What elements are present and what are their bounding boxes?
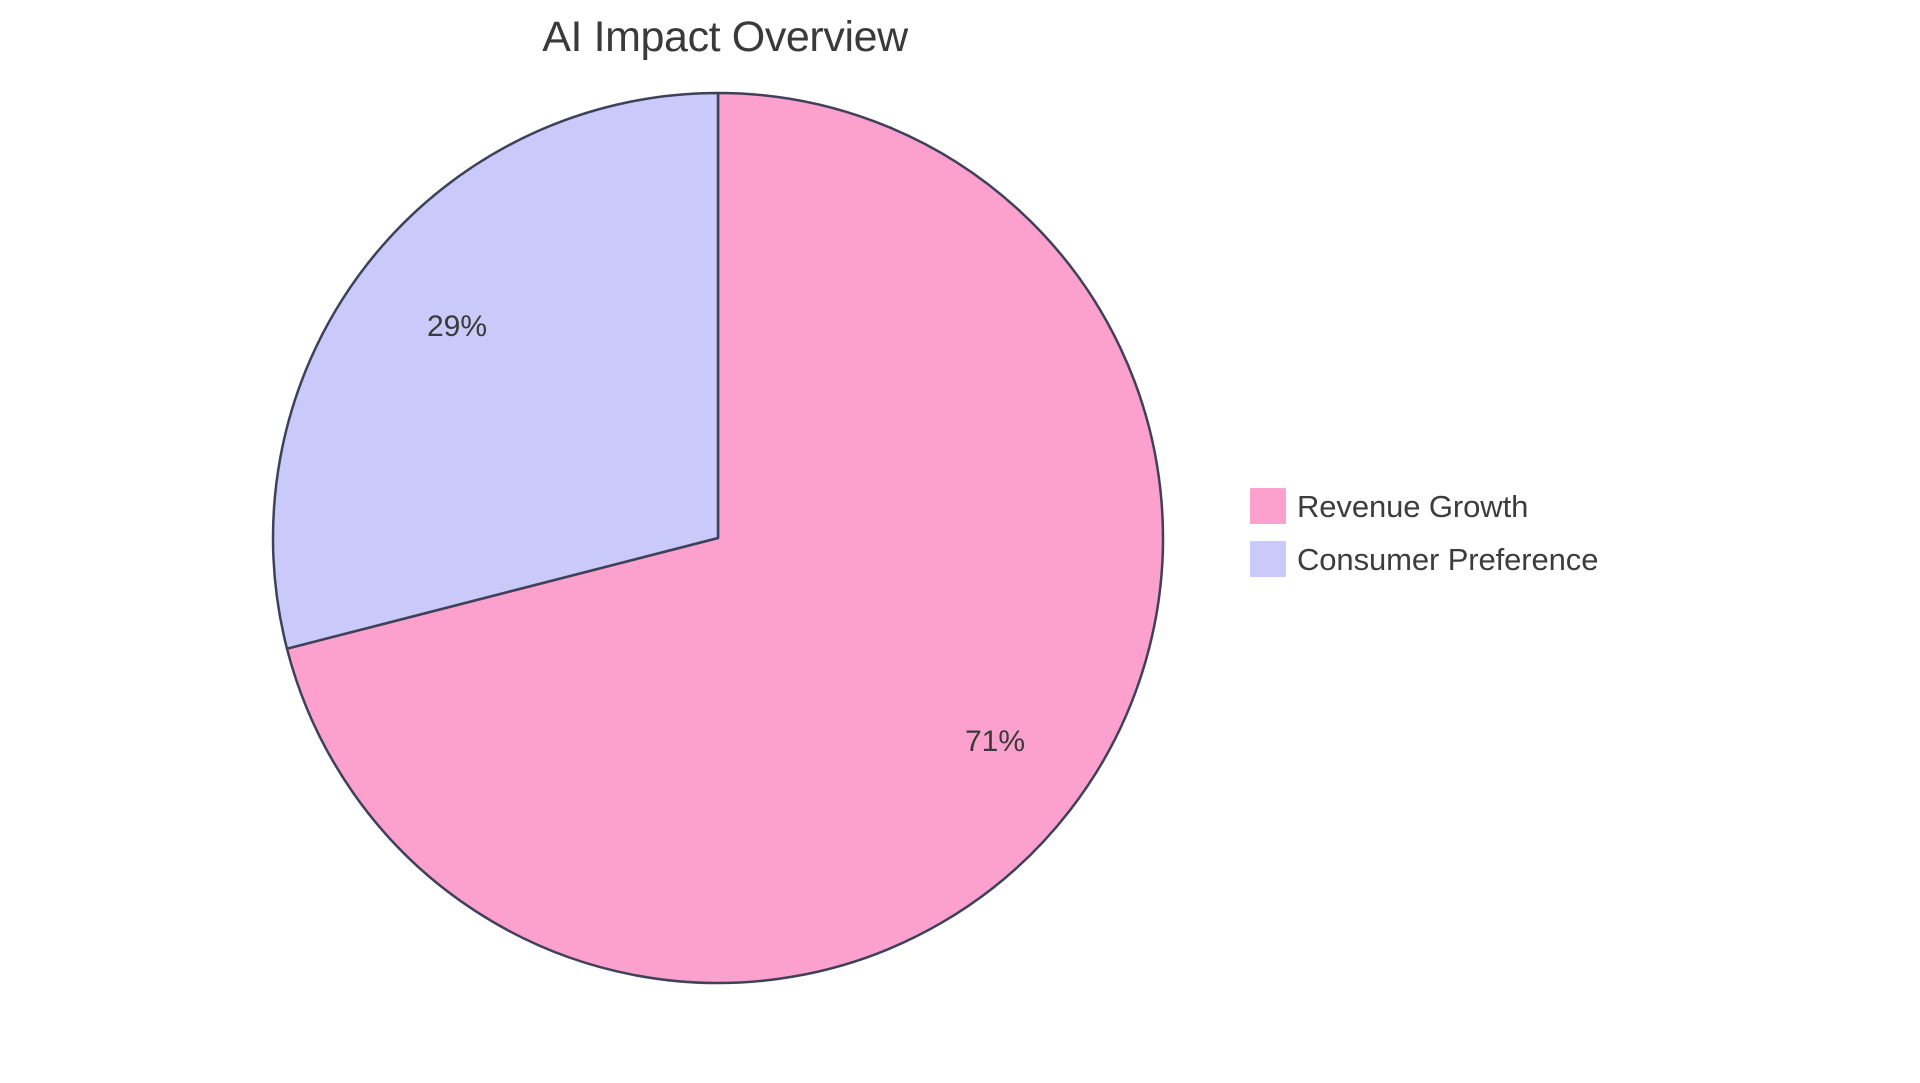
legend-item-consumer-preference[interactable]: Consumer Preference (1250, 541, 1598, 577)
legend-color-swatch-icon (1250, 488, 1286, 524)
chart-legend: Revenue Growth Consumer Preference (1250, 488, 1598, 577)
pie-slice-revenue-growth[interactable] (285, 91, 1165, 985)
legend-item-label: Consumer Preference (1297, 541, 1599, 577)
pie-slice-consumer-preference[interactable] (271, 91, 720, 650)
pie-slices-group (271, 91, 1165, 985)
pie-slice-percent-label-consumer-preference: 29% (427, 310, 487, 343)
pie-slice-percent-label-revenue-growth: 71% (965, 725, 1025, 758)
legend-item-revenue-growth[interactable]: Revenue Growth (1250, 488, 1598, 524)
legend-color-swatch-icon (1250, 541, 1286, 577)
chart-title: AI Impact Overview (542, 13, 908, 61)
pie-value-labels-group: 71% 29% (427, 310, 1025, 758)
legend-item-label: Revenue Growth (1297, 488, 1529, 524)
